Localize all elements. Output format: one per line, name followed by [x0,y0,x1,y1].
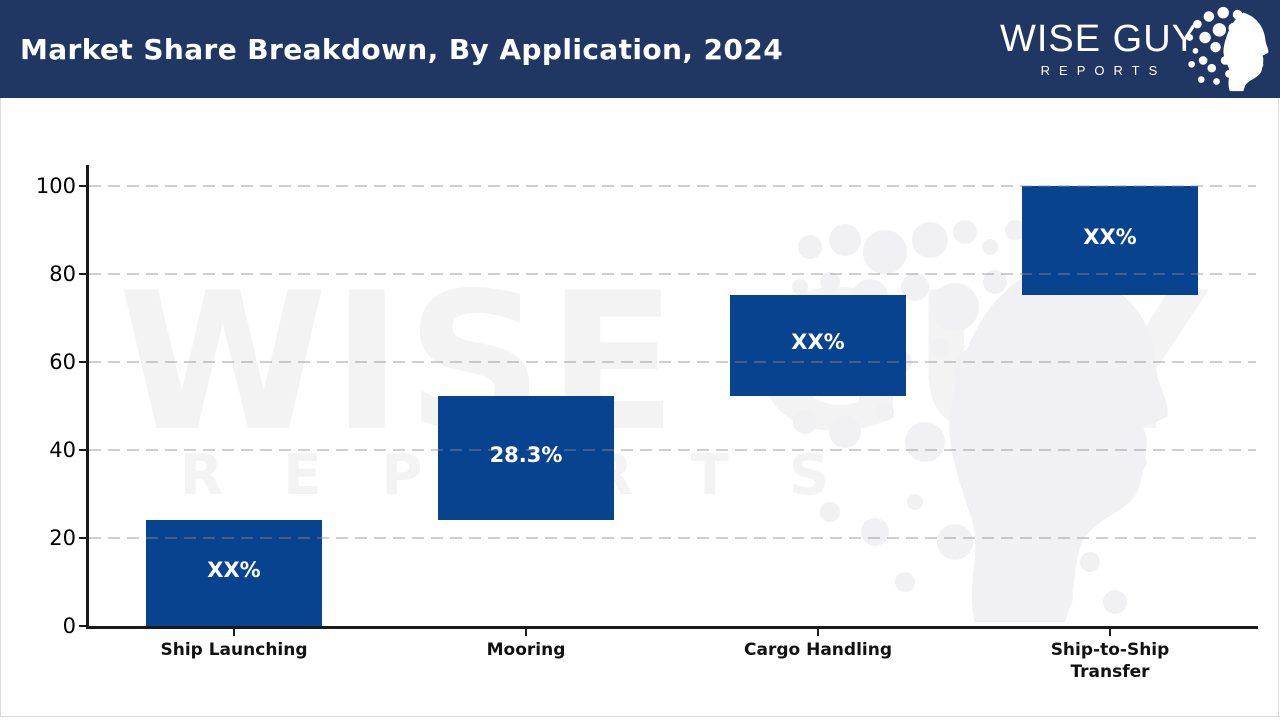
y-tick-mark [79,185,86,187]
y-tick-mark [79,449,86,451]
x-axis-line [86,626,1258,629]
frame-edge-bottom [0,716,1280,717]
x-axis-label-ship-to-ship-transfer: Ship-to-Ship Transfer [1050,640,1170,683]
x-tick-mark [233,629,235,636]
gridline [89,273,1256,275]
y-tick-label: 100 [35,174,76,198]
frame-edge-left [0,98,1,717]
y-axis-line [86,165,89,629]
bar-value-label: XX% [791,330,845,355]
y-tick-mark [79,625,86,627]
x-tick-mark [817,629,819,636]
brand-logo-name: WISE GUY [999,18,1198,60]
wiseguy-head-logo-icon [1186,6,1269,92]
bar-value-label: XX% [1083,225,1137,250]
bar-cargo-handling [730,294,906,396]
gridline [89,537,1256,539]
brand-logo: WISE GUY REPORTS [1000,4,1272,94]
gridline [89,185,1256,187]
y-tick-label: 0 [62,614,76,638]
x-axis-label-mooring: Mooring [486,640,566,660]
bar-value-label: 28.3% [489,443,563,468]
y-tick-label: 40 [49,438,76,462]
bar-ship-to-ship-transfer [1022,186,1198,295]
gridline [89,361,1256,363]
y-tick-mark [79,537,86,539]
header-bar: Market Share Breakdown, By Application, … [0,0,1280,98]
bar-value-label: XX% [207,558,261,583]
y-tick-mark [79,273,86,275]
y-tick-label: 20 [49,526,76,550]
frame-edge-right [1278,98,1279,717]
x-axis-label-cargo-handling: Cargo Handling [744,640,892,660]
brand-logo-tagline: REPORTS [1040,63,1167,78]
y-tick-label: 60 [49,350,76,374]
gridline [89,449,1256,451]
x-tick-mark [525,629,527,636]
x-tick-mark [1109,629,1111,636]
chart-title: Market Share Breakdown, By Application, … [20,32,784,66]
x-axis-label-ship-launching: Ship Launching [160,640,308,660]
y-tick-label: 80 [49,262,76,286]
watermark-head-graphic [792,220,1168,622]
y-tick-mark [79,361,86,363]
bar-ship-launching [146,520,322,626]
brand-logo-text: WISE GUY REPORTS [1000,20,1198,78]
bar-mooring [438,395,614,521]
